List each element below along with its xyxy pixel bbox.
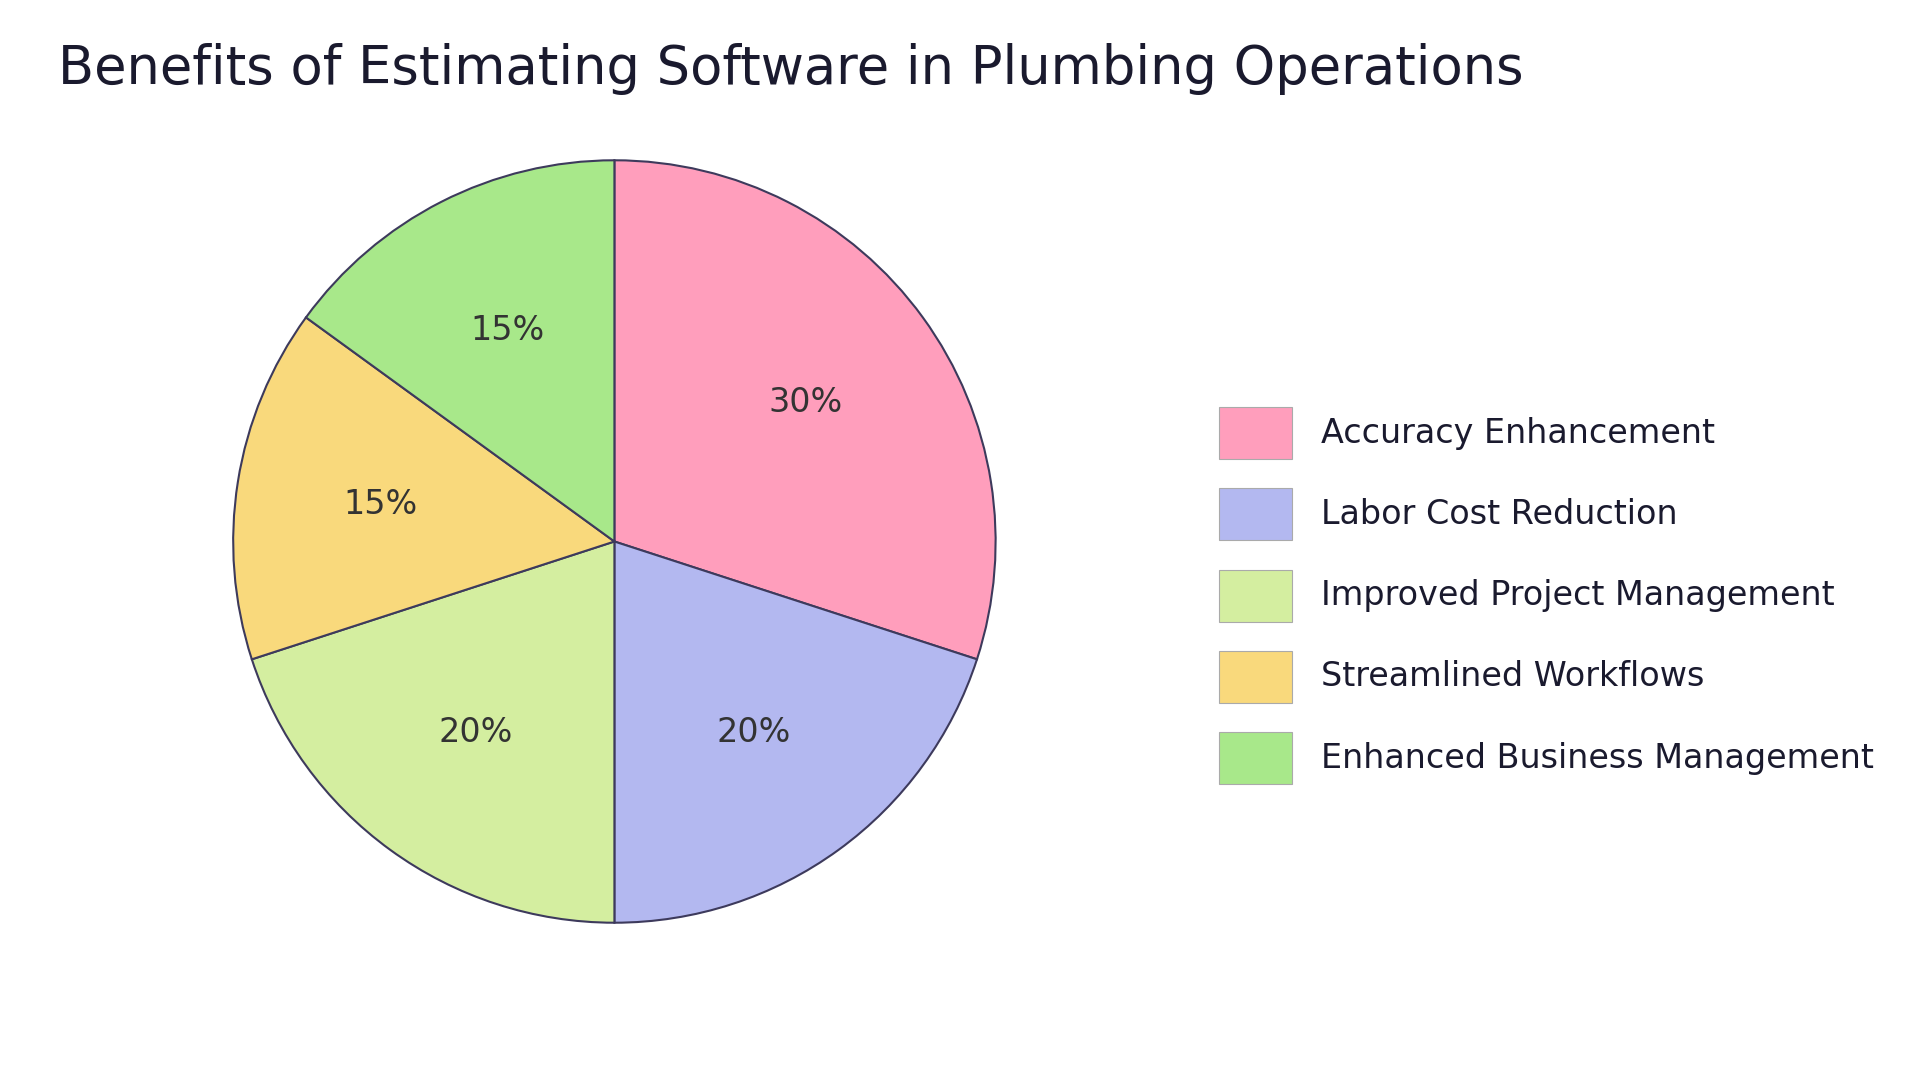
Text: Accuracy Enhancement: Accuracy Enhancement <box>1321 417 1715 449</box>
Wedge shape <box>614 542 977 923</box>
Text: Benefits of Estimating Software in Plumbing Operations: Benefits of Estimating Software in Plumb… <box>58 43 1523 95</box>
FancyBboxPatch shape <box>1219 488 1292 540</box>
Text: 30%: 30% <box>768 386 843 419</box>
Text: 15%: 15% <box>344 488 419 521</box>
Text: 20%: 20% <box>438 716 513 749</box>
Text: 15%: 15% <box>470 314 543 348</box>
Wedge shape <box>305 160 614 542</box>
Text: Improved Project Management: Improved Project Management <box>1321 579 1836 612</box>
Text: Labor Cost Reduction: Labor Cost Reduction <box>1321 498 1678 531</box>
FancyBboxPatch shape <box>1219 407 1292 459</box>
Text: 20%: 20% <box>716 716 791 749</box>
Wedge shape <box>614 160 996 660</box>
FancyBboxPatch shape <box>1219 651 1292 703</box>
Wedge shape <box>252 542 614 923</box>
FancyBboxPatch shape <box>1219 570 1292 622</box>
FancyBboxPatch shape <box>1219 732 1292 784</box>
Text: Streamlined Workflows: Streamlined Workflows <box>1321 661 1705 693</box>
Wedge shape <box>232 317 614 660</box>
Text: Enhanced Business Management: Enhanced Business Management <box>1321 742 1874 774</box>
